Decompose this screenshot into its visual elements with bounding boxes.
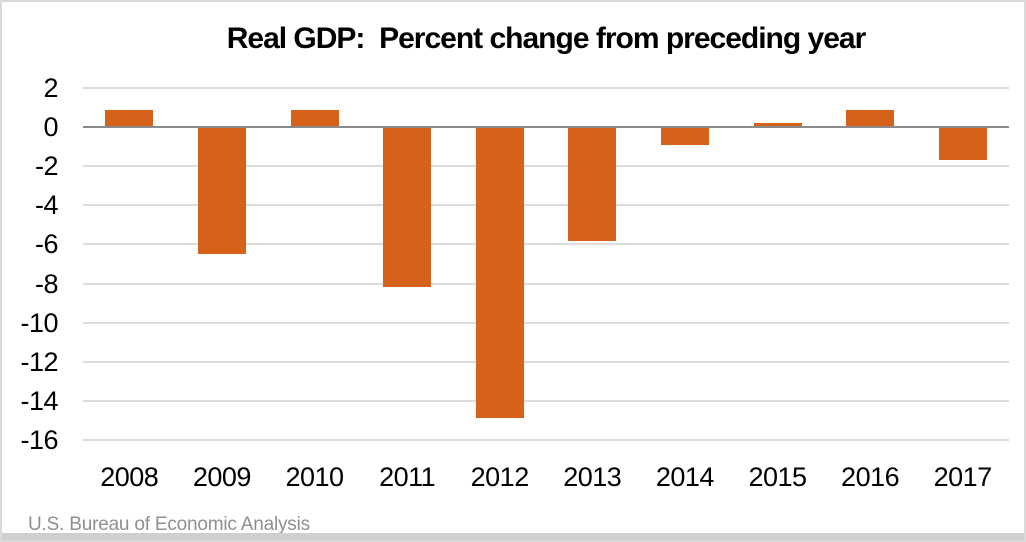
- bar-2017: [938, 127, 987, 161]
- gridline: [83, 439, 1009, 441]
- y-tick-label: -10: [20, 307, 58, 338]
- y-tick-label: -4: [34, 190, 59, 221]
- x-tick-label: 2016: [841, 462, 900, 492]
- plot-area: [83, 72, 1009, 462]
- bar-2015: [753, 123, 802, 128]
- y-axis: 2 0 -2 -4 -6 -8 -10 -12 -14 -16: [2, 72, 60, 462]
- y-tick-label: 0: [43, 112, 58, 143]
- x-tick-label: 2011: [379, 462, 436, 492]
- bar-2016: [846, 109, 895, 128]
- x-tick-label: 2012: [470, 462, 530, 492]
- gridline: [83, 399, 1009, 402]
- gridline: [83, 360, 1009, 363]
- bar-2014: [660, 127, 709, 145]
- y-tick-label: -14: [20, 385, 58, 416]
- y-tick-label: -8: [34, 268, 59, 299]
- x-tick-label: 2008: [100, 462, 159, 492]
- x-tick-label: 2015: [748, 462, 807, 492]
- gridline: [83, 321, 1009, 324]
- bar-2009: [197, 127, 246, 255]
- y-tick-label: 2: [43, 73, 58, 103]
- x-tick-label: 2010: [285, 462, 344, 492]
- x-tick-label: 2017: [933, 462, 993, 492]
- x-tick-label: 2009: [192, 462, 252, 492]
- y-tick-label: -2: [34, 151, 59, 182]
- bar-2012: [475, 127, 524, 419]
- gridline: [83, 282, 1009, 285]
- bar-2008: [105, 109, 154, 128]
- y-tick-label: -16: [20, 425, 58, 455]
- bar-2010: [290, 109, 339, 128]
- y-tick-label: -12: [20, 346, 58, 377]
- gridline: [83, 204, 1009, 207]
- zero-axis-line: [83, 126, 1009, 129]
- bar-2013: [568, 127, 617, 241]
- y-tick-label: -6: [34, 229, 59, 260]
- source-attribution: U.S. Bureau of Economic Analysis: [28, 514, 310, 535]
- gridline: [83, 243, 1009, 246]
- gridline: [83, 87, 1009, 89]
- bottom-strip: [2, 533, 1024, 540]
- chart-title: Real GDP: Percent change from preceding …: [226, 22, 867, 55]
- bar-2011: [383, 127, 432, 288]
- x-tick-label: 2014: [655, 462, 715, 492]
- gridline: [83, 165, 1009, 168]
- x-tick-label: 2013: [563, 462, 622, 492]
